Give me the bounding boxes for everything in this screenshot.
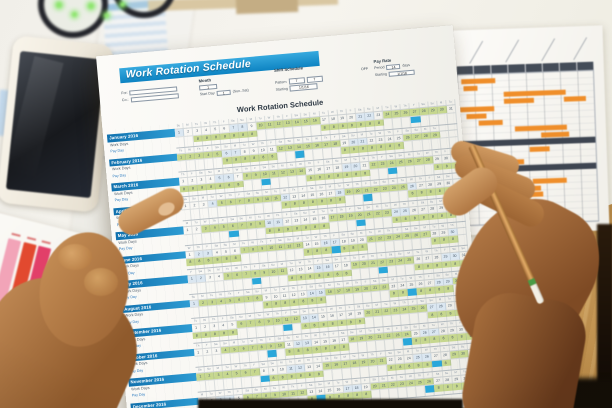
- gantt-bar: [514, 124, 567, 132]
- light-reflection: [72, 12, 77, 17]
- gantt-bar: [541, 131, 570, 138]
- gantt-slanted-label: [541, 38, 556, 62]
- gantt-bar: [463, 85, 478, 92]
- off-label: OFF: [360, 66, 369, 71]
- pay-cell: [425, 391, 436, 396]
- months-container: January 2016 Work Days Pay Day Su M Tu W Th F Sa S…: [106, 99, 481, 408]
- gantt-bar: [466, 113, 487, 120]
- pay-cell: [407, 393, 418, 398]
- gantt-slanted-label: [505, 39, 520, 63]
- pay-cell: [416, 392, 427, 397]
- shift-starting-label: Starting: [275, 86, 289, 92]
- for-label: For:: [121, 90, 128, 96]
- gantt-bar: [503, 97, 535, 104]
- gantt-bar: [532, 177, 567, 184]
- period-unit: days: [402, 63, 411, 68]
- desk-edge-shadow: [198, 399, 463, 408]
- pay-cell: [434, 390, 445, 396]
- form-month-fields: Month 1 Start Day 1 (Sun..Sat): [198, 72, 269, 97]
- gantt-slanted-label: [573, 37, 588, 61]
- gantt-bar: [563, 95, 587, 102]
- light-reflection: [88, 3, 94, 9]
- pay-starting-field: 1/1/16: [388, 69, 416, 77]
- gantt-bar: [460, 106, 495, 113]
- pattern-off-field: 7: [306, 75, 323, 83]
- gantt-bar: [503, 89, 566, 97]
- start-day-field: 1: [216, 89, 231, 96]
- left-knuckle: [84, 268, 118, 296]
- pay-cell: [398, 393, 409, 399]
- light-reflection: [120, 2, 125, 7]
- light-reflection: [56, 2, 62, 8]
- start-day-hint: (Sun..Sat): [232, 88, 249, 94]
- shift-starting-field: 1/1/16: [289, 83, 319, 92]
- gantt-bar: [529, 146, 550, 152]
- form-pay-fields: Pay Rate Period 14 days Starting 1/1/16: [373, 52, 454, 78]
- chart-bar-label: [41, 240, 51, 245]
- month-field: 1: [198, 83, 218, 91]
- pay-cell: [453, 389, 463, 394]
- gantt-slanted-label: [469, 40, 484, 64]
- period-label: Period: [373, 65, 385, 71]
- desk-edge-shadow: [597, 224, 612, 408]
- gantt-bar: [461, 78, 496, 85]
- form-identity-fields: For: Co.:: [121, 83, 192, 103]
- gantt-bar: [478, 119, 503, 126]
- chart-bar-label: [11, 232, 21, 237]
- desk-object: [235, 0, 299, 15]
- chart-bar-label: [26, 236, 37, 241]
- left-knuckle: [58, 244, 92, 270]
- pattern-on-field: 7: [288, 77, 305, 85]
- co-label: Co.:: [121, 97, 129, 103]
- start-day-label: Start Day: [199, 91, 215, 97]
- light-reflection: [104, 13, 109, 18]
- pay-starting-label: Starting: [374, 72, 388, 78]
- period-field: 14: [386, 63, 401, 71]
- eyeglasses-lens: [38, 0, 108, 38]
- pattern-label: Pattern: [274, 79, 287, 85]
- pay-cell: [444, 389, 454, 395]
